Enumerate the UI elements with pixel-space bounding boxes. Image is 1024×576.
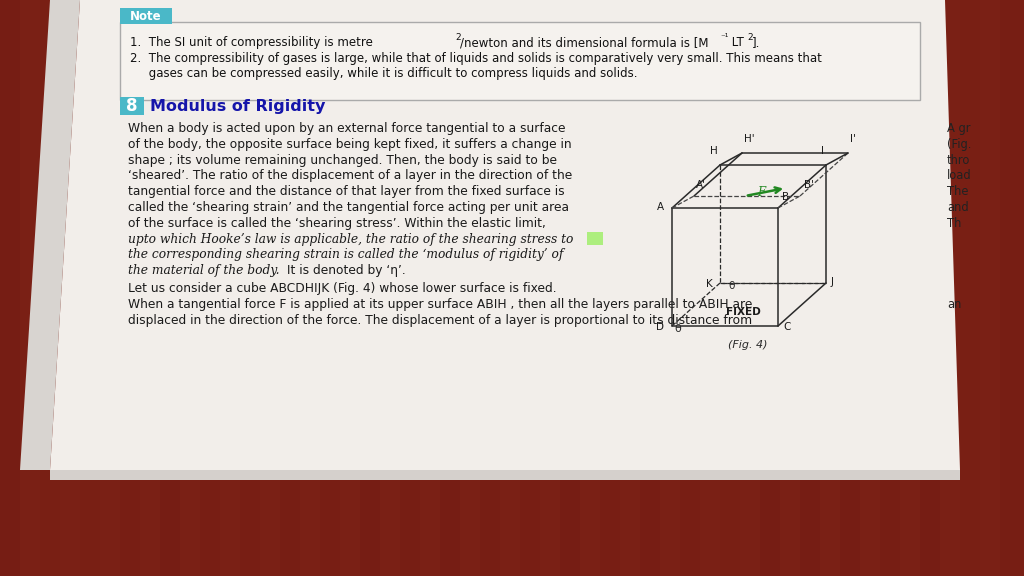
Text: ⁻¹: ⁻¹: [720, 33, 728, 42]
Text: the corresponding shearing strain is called the ‘modulus of rigidity’ of: the corresponding shearing strain is cal…: [128, 248, 563, 262]
Text: the material of the body.: the material of the body.: [128, 264, 280, 277]
Polygon shape: [20, 0, 80, 470]
FancyBboxPatch shape: [720, 0, 740, 576]
Text: C: C: [783, 322, 791, 332]
Text: shape ; its volume remaining unchanged. Then, the body is said to be: shape ; its volume remaining unchanged. …: [128, 154, 557, 166]
Text: A': A': [696, 180, 706, 190]
Text: Th: Th: [947, 217, 962, 230]
Text: When a body is acted upon by an external force tangential to a surface: When a body is acted upon by an external…: [128, 122, 565, 135]
Text: J: J: [831, 277, 834, 287]
Text: /newton and its dimensional formula is [M: /newton and its dimensional formula is […: [460, 36, 709, 49]
FancyBboxPatch shape: [319, 0, 340, 576]
Text: of the body, the opposite surface being kept fixed, it suffers a change in: of the body, the opposite surface being …: [128, 138, 571, 151]
Text: The: The: [947, 185, 969, 198]
FancyBboxPatch shape: [760, 0, 780, 576]
Text: F: F: [757, 187, 765, 199]
Text: ].: ].: [752, 36, 761, 49]
Polygon shape: [50, 470, 961, 480]
Text: thro: thro: [947, 154, 971, 166]
Text: an: an: [947, 298, 962, 311]
Polygon shape: [50, 0, 961, 470]
Text: 2: 2: [455, 33, 461, 42]
FancyBboxPatch shape: [480, 0, 500, 576]
Text: called the ‘shearing strain’ and the tangential force acting per unit area: called the ‘shearing strain’ and the tan…: [128, 201, 569, 214]
Text: H': H': [744, 134, 755, 144]
Text: displaced in the direction of the force. The displacement of a layer is proporti: displaced in the direction of the force.…: [128, 313, 752, 327]
Text: H: H: [710, 146, 718, 156]
Text: B: B: [782, 192, 790, 202]
Text: Modulus of Rigidity: Modulus of Rigidity: [150, 98, 326, 113]
Text: When a tangential force F is applied at its upper surface ABIH , then all the la: When a tangential force F is applied at …: [128, 298, 753, 311]
Text: θ: θ: [728, 281, 734, 291]
FancyBboxPatch shape: [1000, 0, 1020, 576]
FancyBboxPatch shape: [800, 0, 820, 576]
Text: A gr: A gr: [947, 122, 971, 135]
Text: 2.  The compressibility of gases is large, while that of liquids and solids is c: 2. The compressibility of gases is large…: [130, 52, 822, 65]
Text: It is denoted by ‘η’.: It is denoted by ‘η’.: [283, 264, 406, 277]
FancyBboxPatch shape: [120, 0, 140, 576]
Text: Note: Note: [130, 9, 162, 22]
FancyBboxPatch shape: [560, 0, 580, 576]
Text: LT: LT: [728, 36, 743, 49]
Text: 2: 2: [746, 33, 753, 42]
FancyBboxPatch shape: [440, 0, 460, 576]
Text: upto which Hooke’s law is applicable, the ratio of the shearing stress to: upto which Hooke’s law is applicable, th…: [128, 233, 573, 245]
FancyBboxPatch shape: [120, 22, 920, 100]
FancyBboxPatch shape: [961, 0, 980, 576]
Text: D: D: [656, 322, 664, 332]
Text: FIXED: FIXED: [726, 307, 761, 317]
Text: θ: θ: [674, 324, 681, 334]
Text: (Fig.: (Fig.: [947, 138, 972, 151]
FancyBboxPatch shape: [200, 0, 220, 576]
Text: 1.  The SI unit of compressibility is metre: 1. The SI unit of compressibility is met…: [130, 36, 373, 49]
Text: 8: 8: [126, 97, 138, 115]
Text: load: load: [947, 169, 972, 183]
FancyBboxPatch shape: [160, 0, 180, 576]
Text: K: K: [706, 279, 713, 289]
FancyBboxPatch shape: [120, 97, 144, 115]
Text: Let us consider a cube ABCDHIJK (Fig. 4) whose lower surface is fixed.: Let us consider a cube ABCDHIJK (Fig. 4)…: [128, 282, 557, 295]
Text: I: I: [820, 146, 823, 156]
FancyBboxPatch shape: [120, 8, 172, 24]
Text: B': B': [804, 180, 814, 190]
FancyBboxPatch shape: [40, 0, 60, 576]
Text: gases can be compressed easily, while it is difficult to compress liquids and so: gases can be compressed easily, while it…: [130, 67, 638, 80]
Text: I': I': [850, 134, 856, 144]
Text: A: A: [656, 202, 664, 212]
Text: (Fig. 4): (Fig. 4): [728, 340, 768, 350]
Text: tangential force and the distance of that layer from the fixed surface is: tangential force and the distance of tha…: [128, 185, 564, 198]
Text: ‘sheared’. The ratio of the displacement of a layer in the direction of the: ‘sheared’. The ratio of the displacement…: [128, 169, 572, 183]
Text: and: and: [947, 201, 969, 214]
FancyBboxPatch shape: [587, 232, 603, 245]
FancyBboxPatch shape: [680, 0, 700, 576]
Text: of the surface is called the ‘shearing stress’. Within the elastic limit,: of the surface is called the ‘shearing s…: [128, 217, 546, 230]
